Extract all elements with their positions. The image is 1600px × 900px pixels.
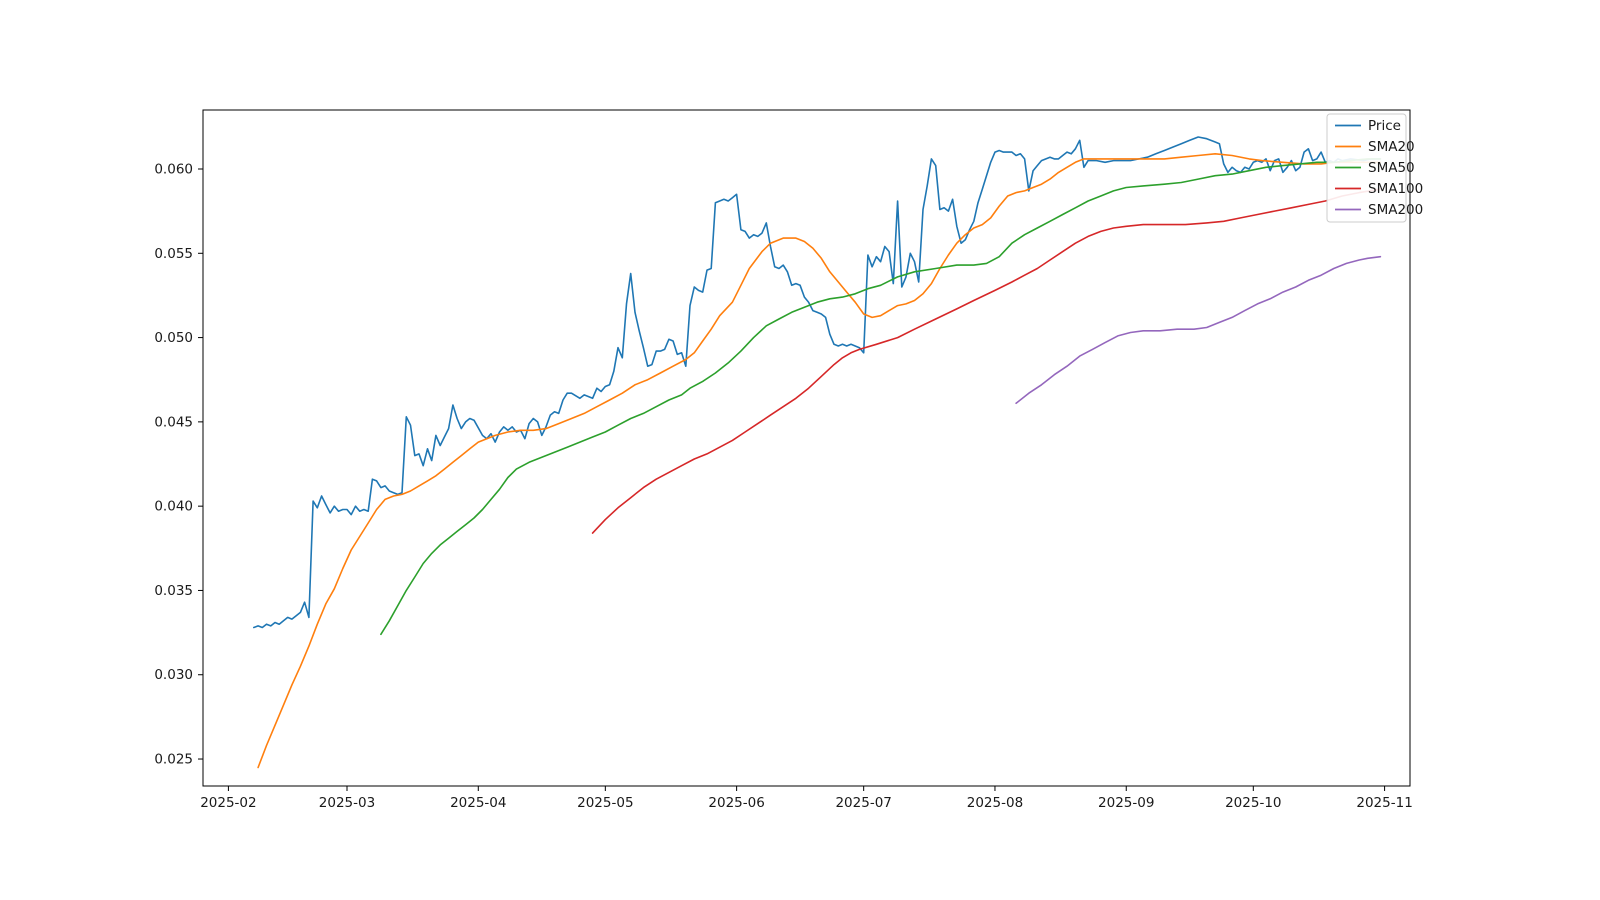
- legend-label: SMA20: [1368, 139, 1415, 155]
- price-line: [253, 136, 1382, 629]
- legend-item-sma50: SMA50: [1335, 160, 1415, 176]
- x-tick-label: 2025-11: [1356, 795, 1412, 811]
- plot-border: [202, 109, 1411, 787]
- x-tick-label: 2025-06: [708, 795, 764, 811]
- legend-label: SMA100: [1368, 181, 1423, 197]
- sma20-line: [257, 153, 1382, 769]
- legend-item-price: Price: [1335, 118, 1401, 134]
- legend-item-sma200: SMA200: [1335, 202, 1423, 218]
- y-tick-label: 0.045: [154, 414, 193, 430]
- x-tick-label: 2025-05: [577, 795, 633, 811]
- legend-label: Price: [1368, 118, 1401, 134]
- x-tick-label: 2025-03: [319, 795, 375, 811]
- sma100-line: [591, 188, 1382, 534]
- y-tick-label: 0.030: [154, 667, 193, 683]
- x-tick-label: 2025-09: [1098, 795, 1154, 811]
- sma50-line: [380, 158, 1382, 636]
- legend-item-sma20: SMA20: [1335, 139, 1415, 155]
- legend-item-sma100: SMA100: [1335, 181, 1423, 197]
- legend-label: SMA200: [1368, 202, 1423, 218]
- x-tick-label: 2025-02: [200, 795, 256, 811]
- x-tick-label: 2025-04: [450, 795, 506, 811]
- y-tick-label: 0.060: [154, 162, 193, 178]
- y-tick-label: 0.050: [154, 330, 193, 346]
- y-tick-label: 0.040: [154, 499, 193, 515]
- x-tick-label: 2025-07: [835, 795, 891, 811]
- y-tick-label: 0.025: [154, 752, 193, 768]
- x-tick-label: 2025-08: [967, 795, 1023, 811]
- sma200-line: [1015, 255, 1382, 405]
- legend-label: SMA50: [1368, 160, 1415, 176]
- y-tick-label: 0.055: [154, 246, 193, 262]
- legend: Price SMA20 SMA50 SMA100 SMA200: [1326, 113, 1423, 223]
- y-tick-label: 0.035: [154, 583, 193, 599]
- x-tick-label: 2025-10: [1225, 795, 1281, 811]
- legend-box: [1326, 113, 1407, 223]
